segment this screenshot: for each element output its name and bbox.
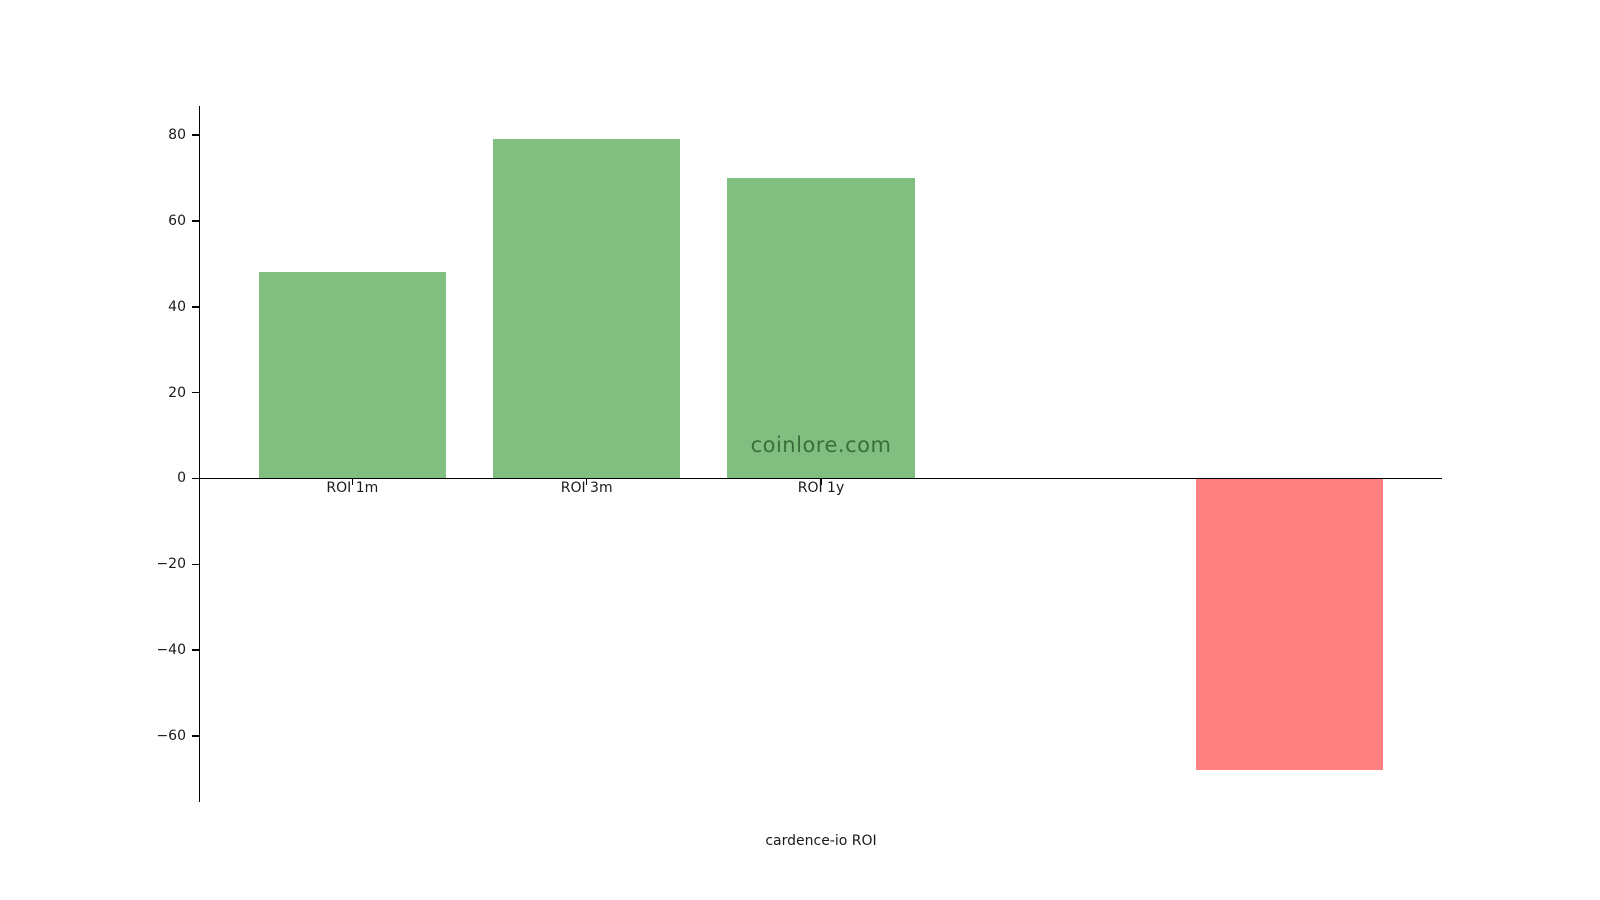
y-tick-label: 60: [168, 212, 186, 229]
y-tick-mark: [191, 220, 199, 222]
x-tick-mark: [585, 479, 588, 486]
x-tick-mark: [351, 479, 354, 486]
x-tick-label-roi-3m: ROI 3m: [560, 480, 613, 497]
bar-roi-1y: [727, 178, 915, 479]
y-tick-mark: [191, 649, 199, 651]
y-tick-label: −20: [156, 556, 186, 573]
bar-unlabeled-4: [1195, 478, 1384, 771]
coinlore-watermark: coinlore.com: [750, 433, 892, 458]
x-axis-line: [198, 477, 1442, 480]
x-tick-mark: [820, 479, 822, 486]
bar-roi-3m: [492, 139, 681, 479]
y-tick-label: 20: [168, 384, 186, 401]
chart-title: cardence-io ROI: [765, 833, 877, 849]
y-tick-mark: [191, 477, 199, 480]
y-tick-mark: [191, 735, 199, 737]
y-tick-label: 40: [168, 298, 186, 315]
y-tick-label: −40: [156, 642, 186, 659]
y-tick-label: −60: [156, 727, 186, 744]
x-tick-label-roi-1m: ROI 1m: [326, 480, 379, 497]
y-tick-mark: [191, 563, 199, 566]
y-tick-mark: [191, 134, 199, 136]
y-tick-mark: [191, 306, 199, 308]
x-tick-label-roi-1y: ROI 1y: [797, 480, 845, 497]
y-tick-label: 80: [168, 127, 186, 144]
bar-roi-1m: [258, 272, 447, 479]
y-tick-mark: [191, 391, 199, 394]
y-axis-spine: [198, 106, 200, 802]
y-tick-label: 0: [177, 470, 186, 487]
